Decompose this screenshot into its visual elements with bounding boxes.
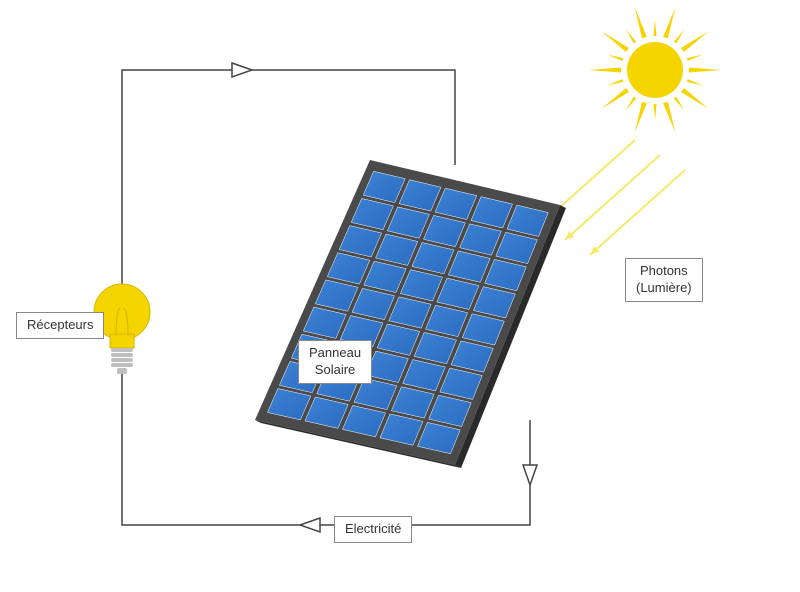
label-recepteurs: Récepteurs (16, 312, 104, 339)
label-panneau: PanneauSolaire (298, 340, 372, 384)
label-photons: Photons(Lumière) (625, 258, 703, 302)
label-electricite: Electricité (334, 516, 412, 543)
label-recepteurs-text: Récepteurs (27, 317, 93, 332)
label-panneau-text: PanneauSolaire (309, 345, 361, 377)
label-electricite-text: Electricité (345, 521, 401, 536)
label-photons-text: Photons(Lumière) (636, 263, 692, 295)
